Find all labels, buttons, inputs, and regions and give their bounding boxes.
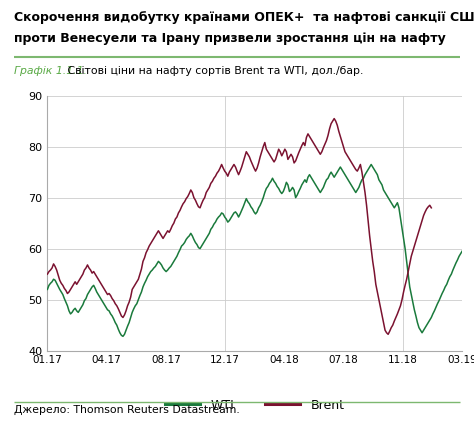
Text: Скорочення видобутку країнами ОПЕК+  та нафтові санкції США: Скорочення видобутку країнами ОПЕК+ та н… (14, 11, 474, 24)
Text: Графік 1.1.1.: Графік 1.1.1. (14, 66, 87, 76)
Text: проти Венесуели та Ірану призвели зростання цін на нафту: проти Венесуели та Ірану призвели зроста… (14, 32, 446, 45)
Text: Світові ціни на нафту сортів Brent та WTI, дол./бар.: Світові ціни на нафту сортів Brent та WT… (64, 66, 364, 76)
Text: Джерело: Thomson Reuters Datastream.: Джерело: Thomson Reuters Datastream. (14, 405, 240, 415)
Legend: WTI, Brent: WTI, Brent (160, 394, 349, 417)
